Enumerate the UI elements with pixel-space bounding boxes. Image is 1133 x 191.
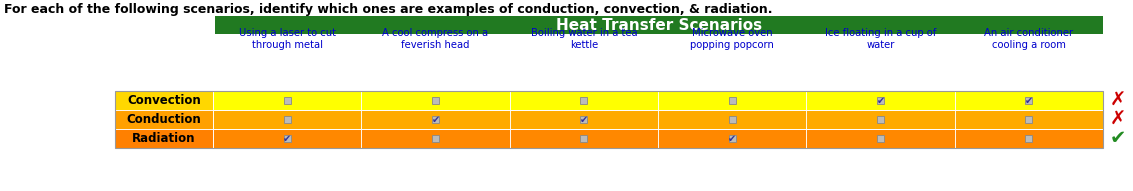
Bar: [510, 91, 658, 110]
Bar: [580, 116, 587, 123]
Bar: [729, 97, 735, 104]
Bar: [955, 91, 1104, 110]
Bar: [215, 16, 1104, 34]
Bar: [580, 135, 587, 142]
Bar: [213, 91, 361, 110]
Bar: [361, 110, 510, 129]
Text: ✔: ✔: [283, 134, 291, 143]
Bar: [729, 135, 735, 142]
Bar: [807, 129, 955, 148]
Bar: [510, 129, 658, 148]
Bar: [807, 91, 955, 110]
Text: An air conditioner
cooling a room: An air conditioner cooling a room: [985, 28, 1073, 50]
Bar: [658, 129, 807, 148]
Bar: [116, 129, 213, 148]
Bar: [116, 110, 213, 129]
Bar: [213, 110, 361, 129]
Bar: [283, 135, 291, 142]
Bar: [1025, 97, 1032, 104]
Text: Using a laser to cut
through metal: Using a laser to cut through metal: [239, 28, 335, 50]
Bar: [955, 129, 1104, 148]
Bar: [1025, 116, 1032, 123]
Bar: [877, 116, 884, 123]
Text: ✗: ✗: [1110, 110, 1126, 129]
Text: A cool compress on a
feverish head: A cool compress on a feverish head: [383, 28, 488, 50]
Text: Conduction: Conduction: [127, 113, 202, 126]
Bar: [955, 110, 1104, 129]
Bar: [213, 129, 1104, 148]
Bar: [729, 116, 735, 123]
Text: Ice floating in a cup of
water: Ice floating in a cup of water: [825, 28, 936, 50]
Bar: [580, 97, 587, 104]
Bar: [877, 97, 884, 104]
Bar: [510, 110, 658, 129]
Bar: [432, 135, 438, 142]
Text: Microwave oven
popping popcorn: Microwave oven popping popcorn: [690, 28, 774, 50]
Bar: [116, 91, 1104, 148]
Bar: [116, 91, 213, 110]
Text: For each of the following scenarios, identify which ones are examples of conduct: For each of the following scenarios, ide…: [5, 3, 773, 16]
Bar: [213, 91, 1104, 110]
Text: Convection: Convection: [127, 94, 201, 107]
Text: ✔: ✔: [877, 96, 885, 105]
Bar: [283, 97, 291, 104]
Text: ✔: ✔: [432, 114, 440, 125]
Bar: [361, 91, 510, 110]
Bar: [1025, 135, 1032, 142]
Text: ✔: ✔: [580, 114, 588, 125]
Bar: [658, 91, 807, 110]
Bar: [658, 110, 807, 129]
Text: Radiation: Radiation: [133, 132, 196, 145]
Bar: [807, 110, 955, 129]
Bar: [213, 129, 361, 148]
Bar: [877, 135, 884, 142]
Text: ✔: ✔: [1110, 129, 1126, 148]
Text: Boiling water in a tea
kettle: Boiling water in a tea kettle: [530, 28, 637, 50]
Bar: [361, 129, 510, 148]
Text: ✔: ✔: [1024, 96, 1033, 105]
Text: ✔: ✔: [729, 134, 736, 143]
Bar: [283, 116, 291, 123]
Bar: [432, 97, 438, 104]
Bar: [432, 116, 438, 123]
Text: Heat Transfer Scenarios: Heat Transfer Scenarios: [556, 18, 763, 32]
Text: ✗: ✗: [1110, 91, 1126, 110]
Bar: [213, 110, 1104, 129]
